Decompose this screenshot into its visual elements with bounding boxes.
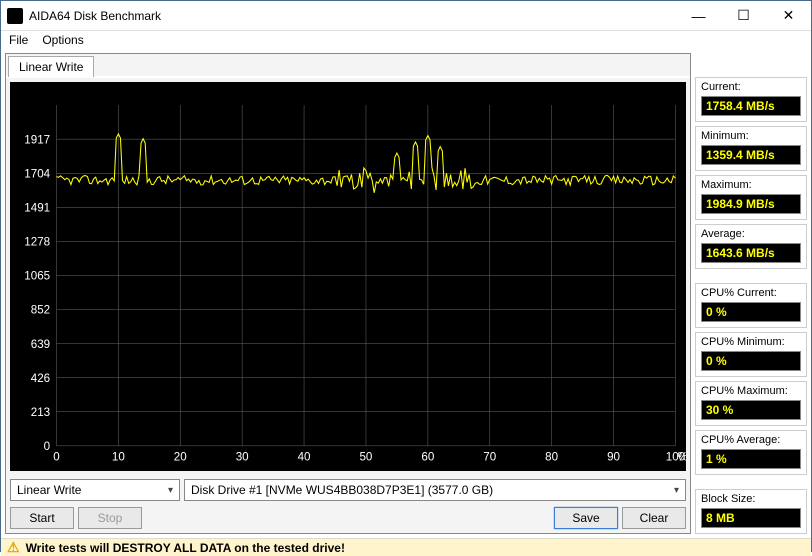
svg-text:852: 852 (31, 305, 50, 317)
warning-icon: ⚠ (7, 539, 20, 556)
app-window: AIDA64 Disk Benchmark — ☐ ✕ File Options… (0, 0, 812, 552)
svg-text:426: 426 (31, 373, 50, 385)
svg-text:10: 10 (112, 452, 125, 464)
app-icon (7, 8, 23, 24)
clear-button[interactable]: Clear (622, 507, 686, 529)
stat-label: Maximum: (701, 179, 801, 191)
test-select-value: Linear Write (17, 483, 81, 497)
stat-value: 1643.6 MB/s (701, 243, 801, 263)
disk-select[interactable]: Disk Drive #1 [NVMe WUS4BB038D7P3E1] (35… (184, 479, 686, 501)
menu-file[interactable]: File (9, 33, 28, 47)
chart-svg: 0 213 426 639 852 1065 1278 1491 1704 1917 0 10 20 30… (10, 82, 686, 471)
stat-label: CPU% Maximum: (701, 385, 801, 397)
maximize-button[interactable]: ☐ (721, 1, 766, 30)
stat-cpu-current: CPU% Current: 0 % (695, 283, 807, 328)
controls: Linear Write ▾ Disk Drive #1 [NVMe WUS4B… (6, 475, 690, 533)
stat-value: 1984.9 MB/s (701, 194, 801, 214)
close-button[interactable]: ✕ (766, 1, 811, 30)
stat-label: CPU% Average: (701, 434, 801, 446)
chevron-down-icon: ▾ (674, 485, 679, 496)
stat-label: Current: (701, 81, 801, 93)
stat-cpu-average: CPU% Average: 1 % (695, 430, 807, 475)
warning-text: Write tests will DESTROY ALL DATA on the… (26, 541, 345, 555)
svg-text:60: 60 (421, 452, 434, 464)
client-area: Linear Write MB/s 64:57 0213426639852106… (1, 49, 811, 538)
minimize-button[interactable]: — (676, 1, 721, 30)
menu-options[interactable]: Options (42, 33, 83, 47)
stat-value: 0 % (701, 302, 801, 322)
start-button[interactable]: Start (10, 507, 74, 529)
svg-text:1917: 1917 (24, 134, 50, 146)
stat-value: 1758.4 MB/s (701, 96, 801, 116)
stat-label: CPU% Current: (701, 287, 801, 299)
svg-text:70: 70 (483, 452, 496, 464)
svg-text:20: 20 (174, 452, 187, 464)
svg-text:0: 0 (53, 452, 59, 464)
stats-panel: Current: 1758.4 MB/s Minimum: 1359.4 MB/… (695, 53, 807, 534)
stat-label: Minimum: (701, 130, 801, 142)
disk-select-value: Disk Drive #1 [NVMe WUS4BB038D7P3E1] (35… (191, 483, 493, 497)
svg-text:50: 50 (359, 452, 372, 464)
titlebar[interactable]: AIDA64 Disk Benchmark — ☐ ✕ (1, 1, 811, 31)
stat-value: 8 MB (701, 508, 801, 528)
tab-strip: Linear Write (6, 54, 690, 78)
chart-area: MB/s 64:57 02134266398521065127814911704… (10, 82, 686, 471)
chevron-down-icon: ▾ (168, 485, 173, 496)
svg-text:1278: 1278 (24, 237, 50, 249)
svg-text:40: 40 (298, 452, 311, 464)
svg-text:1491: 1491 (24, 203, 50, 215)
stat-block-size: Block Size: 8 MB (695, 489, 807, 534)
svg-text:213: 213 (31, 407, 50, 419)
svg-text:%: % (678, 452, 686, 464)
stat-label: Block Size: (701, 493, 801, 505)
svg-text:80: 80 (545, 452, 558, 464)
stat-value: 30 % (701, 400, 801, 420)
stat-label: CPU% Minimum: (701, 336, 801, 348)
test-select[interactable]: Linear Write ▾ (10, 479, 180, 501)
svg-text:90: 90 (607, 452, 620, 464)
stat-current: Current: 1758.4 MB/s (695, 77, 807, 122)
stat-value: 1359.4 MB/s (701, 145, 801, 165)
menubar: File Options (1, 31, 811, 49)
stop-button: Stop (78, 507, 142, 529)
stat-value: 0 % (701, 351, 801, 371)
svg-text:1065: 1065 (24, 271, 50, 283)
stat-label: Average: (701, 228, 801, 240)
left-panel: Linear Write MB/s 64:57 0213426639852106… (5, 53, 691, 534)
stat-cpu-minimum: CPU% Minimum: 0 % (695, 332, 807, 377)
stat-maximum: Maximum: 1984.9 MB/s (695, 175, 807, 220)
warning-bar: ⚠ Write tests will DESTROY ALL DATA on t… (1, 538, 811, 556)
svg-text:0: 0 (44, 441, 50, 453)
stat-value: 1 % (701, 449, 801, 469)
window-title: AIDA64 Disk Benchmark (29, 9, 676, 23)
svg-text:639: 639 (31, 339, 50, 351)
save-button[interactable]: Save (554, 507, 618, 529)
svg-text:1704: 1704 (24, 168, 50, 180)
stat-minimum: Minimum: 1359.4 MB/s (695, 126, 807, 171)
svg-text:30: 30 (236, 452, 249, 464)
tab-linear-write[interactable]: Linear Write (8, 56, 94, 77)
stat-cpu-maximum: CPU% Maximum: 30 % (695, 381, 807, 426)
stat-average: Average: 1643.6 MB/s (695, 224, 807, 269)
